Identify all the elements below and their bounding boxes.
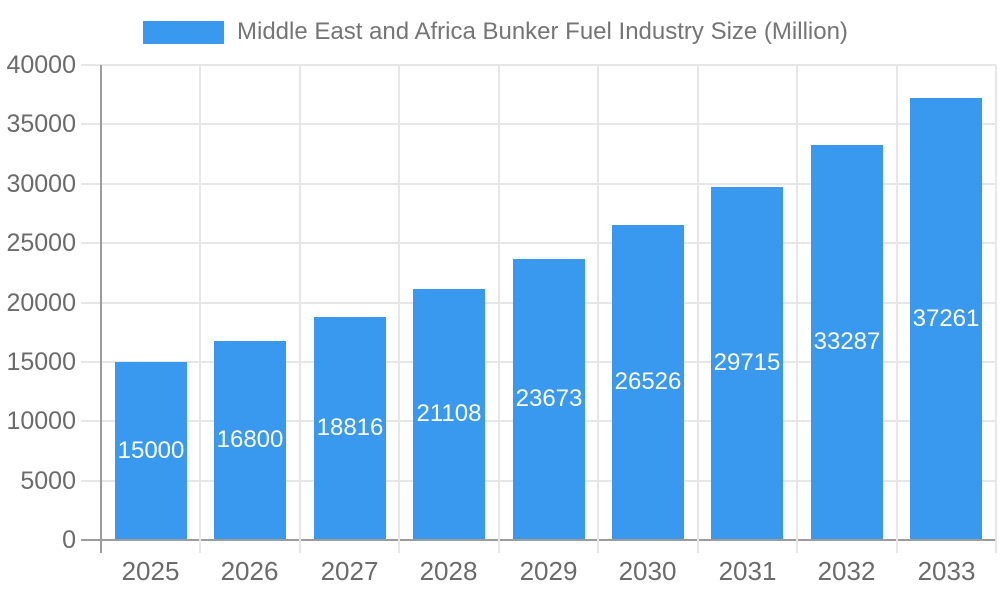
- gridline-vertical: [398, 65, 400, 553]
- bar: 29715: [711, 187, 783, 539]
- x-tick-label: 2031: [718, 556, 777, 586]
- gridline-vertical: [199, 65, 201, 553]
- gridline-vertical: [896, 65, 898, 553]
- x-tick-label: 2028: [419, 556, 478, 586]
- bar: 23673: [513, 259, 585, 539]
- gridline-vertical: [995, 65, 997, 553]
- gridline-horizontal: [81, 123, 996, 125]
- gridline-horizontal: [81, 64, 996, 66]
- y-tick-label: 40000: [6, 51, 76, 79]
- bar-value-label: 33287: [813, 328, 881, 355]
- bar: 26526: [612, 225, 684, 539]
- legend-swatch: [143, 20, 224, 44]
- bar: 21108: [413, 289, 485, 539]
- bar: 37261: [910, 98, 982, 539]
- bar-value-label: 18816: [316, 414, 384, 441]
- y-tick-label: 0: [62, 526, 76, 554]
- bar: 33287: [811, 145, 883, 539]
- bar: 15000: [115, 362, 187, 539]
- x-tick-label: 2033: [917, 556, 976, 586]
- x-axis-line: [81, 539, 996, 541]
- y-tick-label: 5000: [20, 467, 76, 495]
- gridline-vertical: [498, 65, 500, 553]
- gridline-vertical: [597, 65, 599, 553]
- gridline-vertical: [299, 65, 301, 553]
- y-tick-label: 30000: [6, 170, 76, 198]
- gridline-horizontal: [81, 242, 996, 244]
- bar-value-label: 21108: [416, 400, 482, 427]
- y-tick-label: 10000: [6, 407, 76, 435]
- bar-value-label: 37261: [912, 304, 980, 332]
- bar: 16800: [214, 341, 286, 539]
- bar: 18816: [314, 317, 386, 539]
- y-tick-label: 25000: [6, 229, 76, 257]
- gridline-vertical: [796, 65, 798, 553]
- bar-value-label: 23673: [515, 385, 583, 412]
- y-tick-label: 20000: [6, 289, 76, 317]
- x-tick-label: 2025: [121, 556, 180, 586]
- x-tick-label: 2027: [320, 556, 379, 586]
- bar-value-label: 29715: [713, 349, 781, 376]
- y-axis-line: [100, 65, 102, 553]
- bar-value-label: 15000: [117, 436, 185, 464]
- legend-item[interactable]: Middle East and Africa Bunker Fuel Indus…: [143, 10, 848, 54]
- x-tick-label: 2026: [220, 556, 279, 586]
- legend-label: Middle East and Africa Bunker Fuel Indus…: [237, 18, 848, 45]
- y-tick-label: 15000: [6, 348, 76, 376]
- gridline-vertical: [697, 65, 699, 553]
- bar-value-label: 16800: [216, 426, 284, 453]
- gridline-horizontal: [81, 183, 996, 185]
- y-tick-label: 35000: [6, 110, 76, 138]
- bar-value-label: 26526: [614, 368, 682, 395]
- x-tick-label: 2030: [618, 556, 677, 586]
- x-tick-label: 2029: [519, 556, 578, 586]
- x-tick-label: 2032: [817, 556, 876, 586]
